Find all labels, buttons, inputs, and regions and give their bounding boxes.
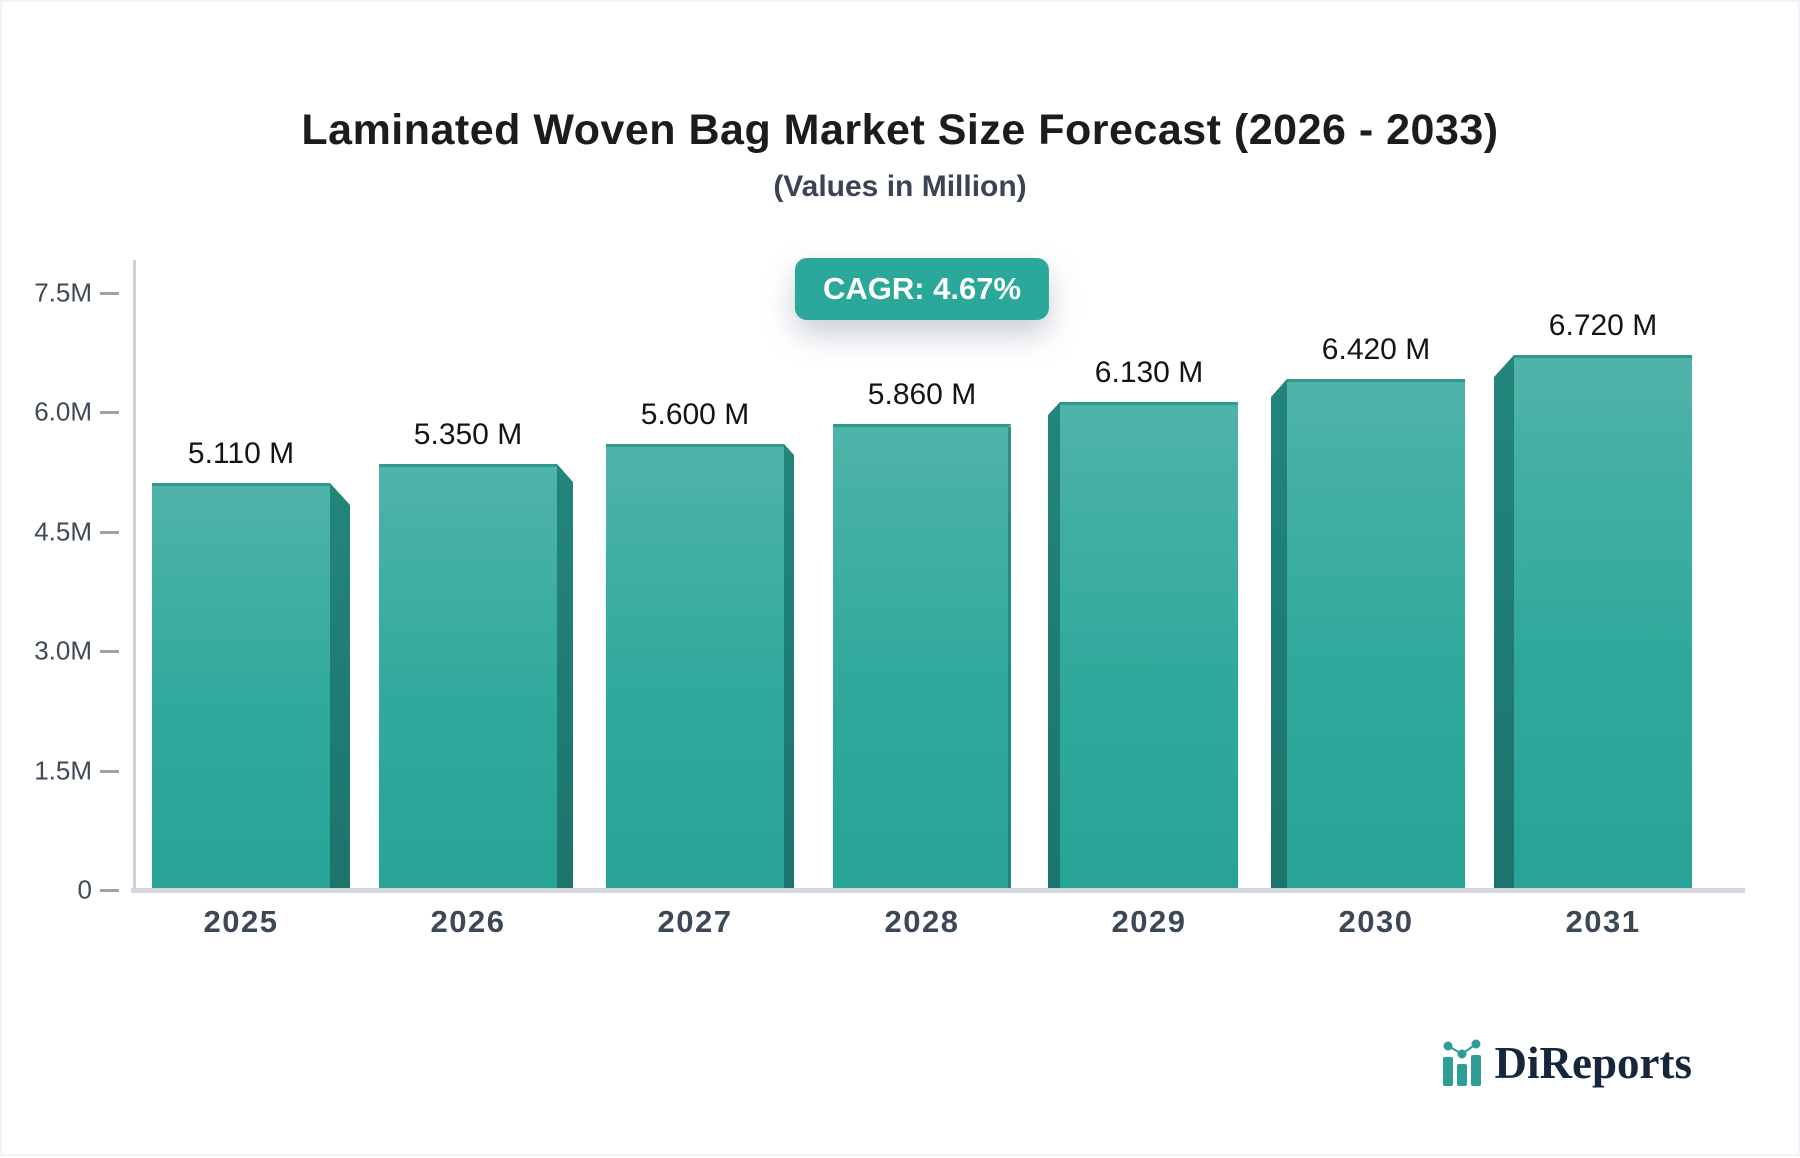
bar-face bbox=[606, 444, 784, 890]
bar-face bbox=[152, 483, 330, 890]
y-tick-mark bbox=[100, 650, 119, 654]
bar-side-3d bbox=[784, 444, 794, 890]
y-axis-label: 6.0M bbox=[34, 396, 92, 427]
bar-2028 bbox=[833, 424, 1011, 890]
bar-face bbox=[1060, 402, 1238, 890]
y-tick-mark bbox=[100, 411, 119, 415]
bar-value-label: 6.720 M bbox=[1548, 309, 1658, 342]
x-axis-label: 2028 bbox=[884, 904, 960, 939]
x-axis-label: 2027 bbox=[657, 904, 733, 939]
bar-face bbox=[379, 464, 557, 890]
bar-face bbox=[1287, 379, 1465, 890]
x-axis-label: 2026 bbox=[430, 904, 506, 939]
bar-face bbox=[1514, 355, 1692, 890]
bar-face bbox=[833, 424, 1011, 890]
bar-side-3d bbox=[1048, 402, 1060, 890]
x-axis-label: 2031 bbox=[1565, 904, 1641, 939]
y-axis-label: 0 bbox=[77, 874, 92, 905]
bar-value-label: 5.350 M bbox=[413, 418, 523, 451]
bar-2026 bbox=[379, 464, 573, 890]
bar-side-3d bbox=[330, 483, 350, 890]
bar-value-label: 5.860 M bbox=[867, 378, 977, 411]
y-axis-label: 3.0M bbox=[34, 635, 92, 666]
x-axis-label: 2030 bbox=[1338, 904, 1414, 939]
bar-side-3d bbox=[1271, 379, 1287, 890]
bar-side-3d bbox=[1494, 355, 1514, 890]
y-axis-label: 1.5M bbox=[34, 755, 92, 786]
y-tick-mark bbox=[100, 889, 119, 892]
chart-subtitle: (Values in Million) bbox=[773, 170, 1027, 203]
logo-chart-icon bbox=[1441, 1038, 1485, 1086]
x-axis-line bbox=[131, 888, 1745, 893]
x-axis-label: 2025 bbox=[203, 904, 279, 939]
bar-value-label: 6.130 M bbox=[1094, 356, 1204, 389]
bar-value-label: 5.110 M bbox=[187, 437, 295, 470]
y-axis-line bbox=[133, 260, 136, 892]
chart-title: Laminated Woven Bag Market Size Forecast… bbox=[301, 106, 1499, 154]
y-tick-mark bbox=[100, 292, 119, 295]
bar-2029 bbox=[1048, 402, 1238, 890]
x-axis-label: 2029 bbox=[1111, 904, 1187, 939]
bar-value-label: 5.600 M bbox=[640, 398, 750, 431]
bar-2027 bbox=[606, 444, 794, 890]
logo-text: DiReports bbox=[1494, 1038, 1692, 1088]
cagr-badge: CAGR: 4.67% bbox=[794, 258, 1050, 320]
y-axis-label: 4.5M bbox=[34, 516, 92, 547]
bar-2031 bbox=[1494, 355, 1692, 890]
y-axis-label: 7.5M bbox=[34, 277, 92, 308]
bar-side-3d bbox=[557, 464, 573, 890]
bar-2025 bbox=[152, 483, 350, 890]
direports-logo: DiReports bbox=[1441, 1038, 1692, 1086]
y-tick-mark bbox=[100, 530, 119, 534]
bar-2030 bbox=[1271, 379, 1465, 890]
bar-value-label: 6.420 M bbox=[1321, 333, 1431, 366]
y-tick-mark bbox=[100, 769, 119, 773]
